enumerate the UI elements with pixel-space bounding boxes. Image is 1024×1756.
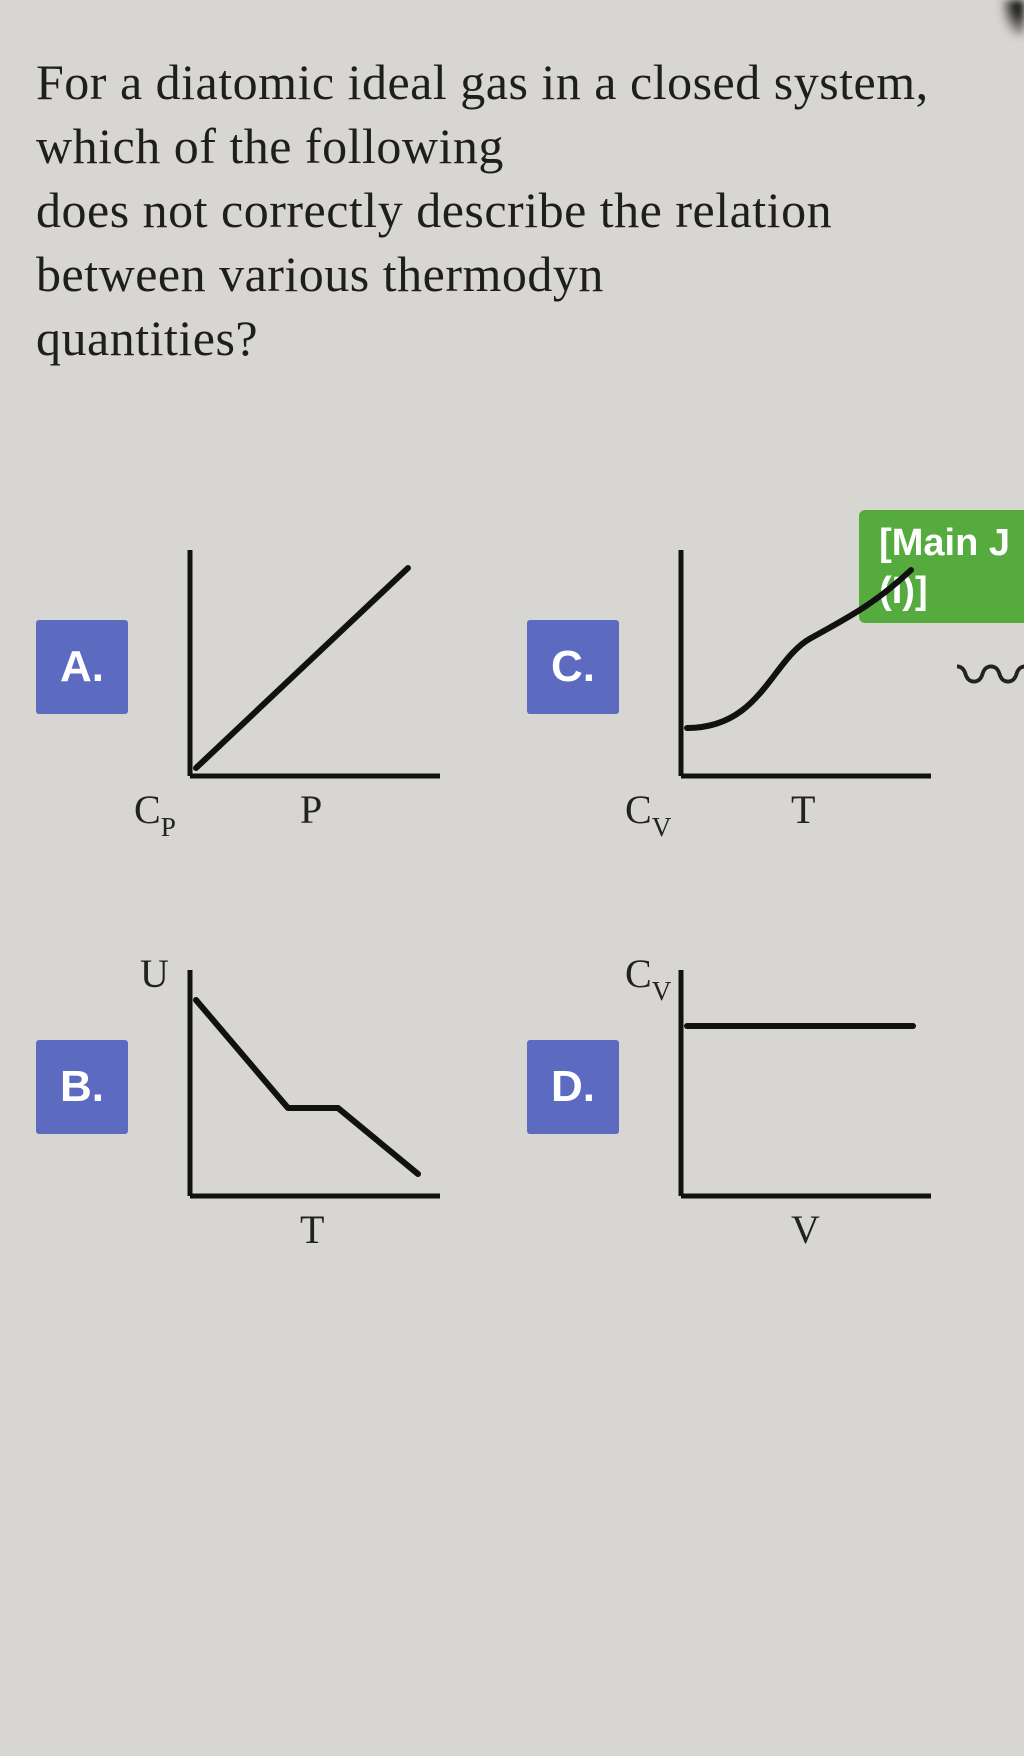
question-text: For a diatomic ideal gas in a closed sys… xyxy=(36,50,988,370)
option-b-svg xyxy=(150,960,450,1220)
option-a-graph: CP P xyxy=(150,540,450,840)
option-c-svg xyxy=(641,540,941,800)
option-b-curve xyxy=(196,1000,418,1174)
option-a-x-label: P xyxy=(300,786,322,833)
option-d-graph: CV V xyxy=(641,960,941,1260)
option-c-graph: CV T xyxy=(641,540,941,840)
option-d-svg xyxy=(641,960,941,1220)
question-line-1: For a diatomic ideal gas in a closed sys… xyxy=(36,54,929,174)
option-c-curve xyxy=(687,570,911,728)
options-grid: A. CP P C. CV T xyxy=(36,540,988,1260)
question-line-3: quantities? xyxy=(36,310,258,366)
option-b[interactable]: B. U T xyxy=(36,960,497,1260)
option-d-label: D. xyxy=(527,1040,619,1134)
option-a-svg xyxy=(150,540,450,800)
option-d[interactable]: D. CV V xyxy=(527,960,988,1260)
option-b-graph: U T xyxy=(150,960,450,1260)
option-c-y-label: CV xyxy=(625,786,671,839)
option-d-y-label: CV xyxy=(625,950,671,1003)
option-c[interactable]: C. CV T xyxy=(527,540,988,840)
option-a-curve xyxy=(196,568,408,768)
option-c-x-label: T xyxy=(791,786,815,833)
option-d-x-label: V xyxy=(791,1206,820,1253)
question-line-2: does not correctly describe the relation… xyxy=(36,182,832,302)
option-a-y-label: CP xyxy=(134,786,176,839)
option-b-label: B. xyxy=(36,1040,128,1134)
option-b-y-label: U xyxy=(140,950,169,997)
option-b-x-label: T xyxy=(300,1206,324,1253)
option-c-label: C. xyxy=(527,620,619,714)
photo-edge-shadow xyxy=(1002,0,1024,36)
option-a[interactable]: A. CP P xyxy=(36,540,497,840)
option-a-label: A. xyxy=(36,620,128,714)
